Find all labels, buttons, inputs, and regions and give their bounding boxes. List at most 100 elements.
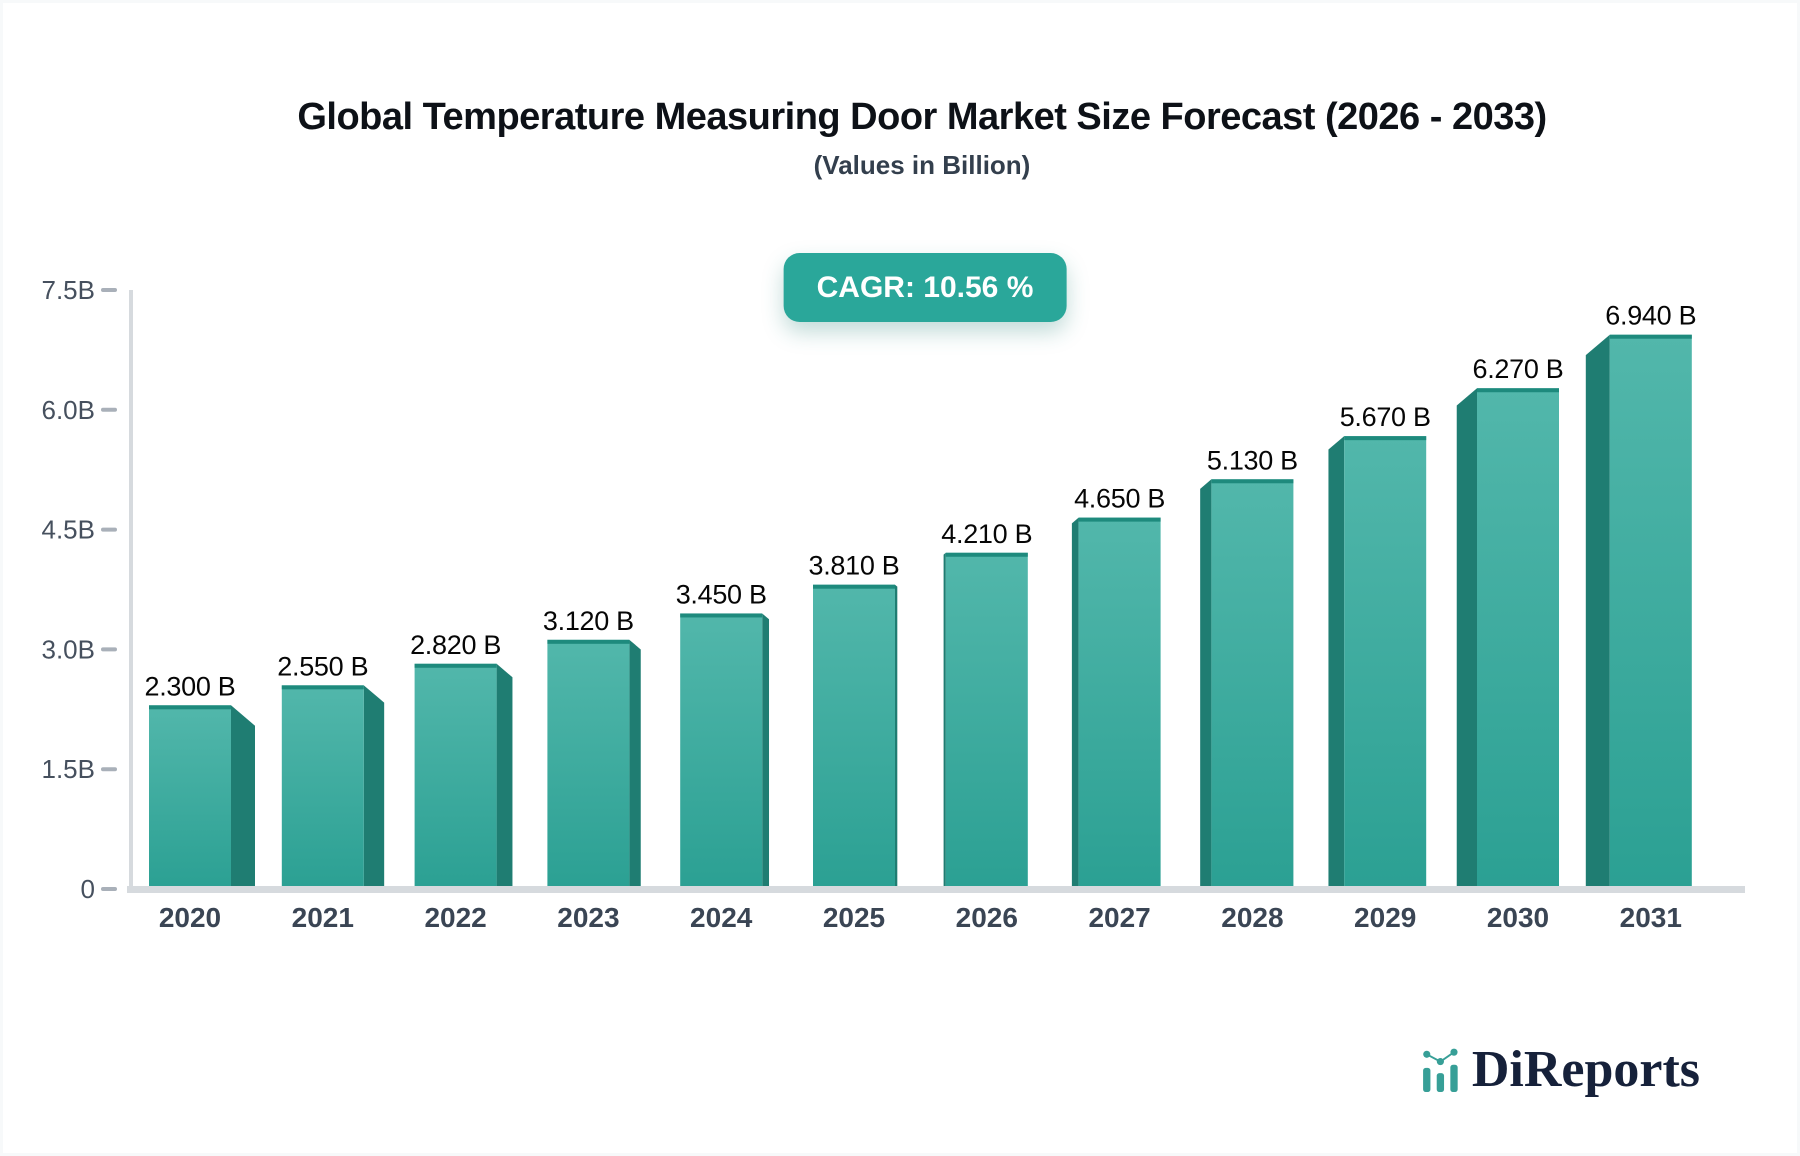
bar-side-face — [762, 613, 770, 889]
bar-front-face — [1211, 479, 1294, 889]
bar-side-face — [1456, 388, 1477, 889]
logo-bar — [1450, 1064, 1458, 1092]
logo-bar — [1436, 1073, 1444, 1092]
x-axis-label-2020: 2020 — [159, 902, 221, 933]
y-tick-label: 6.0B — [42, 395, 96, 425]
bar-group-2028: 5.130 B — [1200, 445, 1298, 889]
x-axis-line — [127, 886, 1745, 893]
bar-front-face — [813, 584, 895, 889]
logo: DiReports — [1422, 1044, 1700, 1096]
y-tick-mark — [101, 527, 117, 532]
bar-top-edge — [149, 705, 231, 710]
bar-group-2029: 5.670 B — [1328, 402, 1431, 889]
bar-side-face — [363, 685, 385, 889]
x-axis-label-2026: 2026 — [956, 902, 1018, 933]
x-axis-label-2028: 2028 — [1221, 902, 1283, 933]
logo-dot — [1423, 1050, 1431, 1058]
bar-value-label: 5.130 B — [1207, 445, 1298, 475]
bar-value-label: 2.550 B — [277, 651, 368, 681]
bar-value-label: 4.210 B — [941, 519, 1032, 549]
bar-value-label: 6.940 B — [1605, 301, 1696, 331]
y-tick-label: 7.5B — [42, 275, 96, 305]
bar-value-label: 4.650 B — [1074, 484, 1165, 514]
bar-value-label: 3.120 B — [543, 606, 634, 636]
bar-side-face — [1328, 436, 1345, 889]
y-tick-label: 1.5B — [42, 754, 96, 784]
y-tick-mark — [101, 288, 117, 292]
x-axis-label-2027: 2027 — [1088, 902, 1150, 933]
bar-front-face — [414, 663, 497, 889]
bar-side-face — [943, 552, 946, 889]
bar-side-face — [1200, 479, 1212, 889]
bar-group-2026: 4.210 B — [941, 519, 1033, 889]
logo-dot — [1450, 1048, 1458, 1056]
bar-front-face — [547, 639, 630, 889]
bar-top-edge — [1477, 388, 1559, 393]
x-axis-label-2022: 2022 — [424, 902, 486, 933]
bar-side-face — [1071, 517, 1079, 889]
bar-front-face — [1344, 436, 1427, 889]
bar-group-2030: 6.270 B — [1456, 354, 1564, 889]
bar-top-edge — [945, 552, 1028, 557]
bar-value-label: 3.810 B — [809, 551, 900, 581]
bar-value-label: 3.450 B — [676, 579, 767, 609]
bar-front-face — [680, 613, 763, 889]
bar-group-2027: 4.650 B — [1071, 484, 1165, 889]
y-tick-mark — [101, 767, 117, 772]
y-axis-line — [129, 290, 133, 893]
bar-front-face — [281, 685, 364, 889]
bar-front-face — [945, 552, 1028, 889]
bar-top-edge — [414, 663, 497, 668]
x-axis-label-2029: 2029 — [1354, 902, 1416, 933]
bar-group-2025: 3.810 B — [809, 551, 900, 889]
bar-side-face — [629, 639, 641, 889]
bar-value-label: 5.670 B — [1340, 402, 1431, 432]
logo-text: DiReports — [1471, 1041, 1700, 1098]
bar-front-face — [1477, 388, 1559, 889]
bar-side-face — [895, 584, 898, 889]
chart-subtitle: (Values in Billion) — [813, 150, 1031, 180]
bar-top-edge — [547, 639, 630, 644]
y-tick-label: 4.5B — [42, 515, 96, 545]
bar-top-edge — [1344, 436, 1427, 441]
x-axis-label-2023: 2023 — [557, 902, 619, 933]
logo-dot — [1436, 1058, 1444, 1066]
logo-bar — [1422, 1067, 1431, 1092]
y-tick-mark — [101, 407, 117, 412]
bar-side-face — [231, 705, 255, 889]
x-axis-label-2031: 2031 — [1620, 902, 1682, 933]
y-tick-mark — [101, 887, 117, 891]
bar-side-face — [1585, 334, 1610, 889]
bar-value-label: 2.820 B — [410, 630, 501, 660]
bar-front-face — [1609, 334, 1692, 889]
x-axis-label-2021: 2021 — [292, 902, 354, 933]
bar-group-2024: 3.450 B — [676, 579, 770, 889]
x-axis-label-2030: 2030 — [1487, 902, 1549, 933]
bar-top-edge — [281, 685, 364, 690]
cagr-badge: CAGR: 10.56 % — [783, 253, 1067, 322]
bar-group-2022: 2.820 B — [410, 630, 513, 889]
x-axis-label-2024: 2024 — [690, 902, 753, 933]
y-tick-mark — [101, 647, 117, 652]
y-tick-label: 0 — [81, 874, 95, 904]
bar-top-edge — [1078, 517, 1161, 522]
logo-icon — [1422, 1048, 1458, 1092]
bar-group-2023: 3.120 B — [543, 606, 641, 889]
bar-group-2031: 6.940 B — [1585, 301, 1697, 889]
x-axis-label-2025: 2025 — [823, 902, 885, 933]
bar-value-label: 6.270 B — [1473, 354, 1564, 384]
y-tick-label: 3.0B — [42, 634, 96, 664]
bar-top-edge — [813, 584, 895, 589]
bar-side-face — [496, 663, 513, 889]
bar-value-label: 2.300 B — [145, 671, 236, 701]
bar-top-edge — [1211, 479, 1294, 484]
chart-title: Global Temperature Measuring Door Market… — [297, 96, 1547, 138]
bar-front-face — [1078, 517, 1161, 889]
bar-top-edge — [1609, 334, 1692, 339]
bar-top-edge — [680, 613, 763, 618]
bar-front-face — [149, 705, 231, 889]
bar-group-2021: 2.550 B — [277, 651, 385, 889]
bar-group-2020: 2.300 B — [145, 671, 255, 889]
